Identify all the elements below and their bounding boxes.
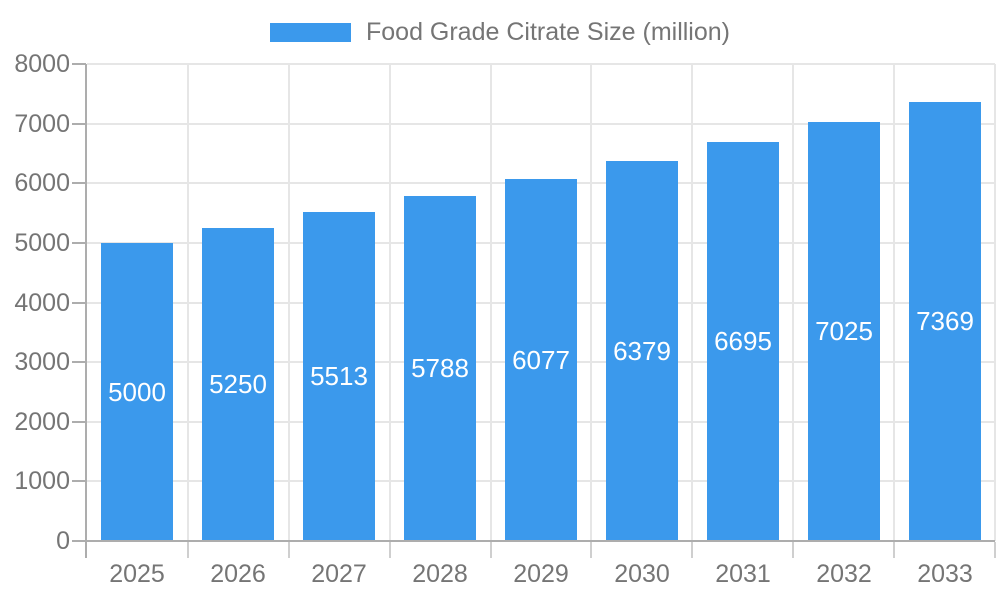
y-tick-mark <box>72 182 86 184</box>
bar: 5250 <box>202 228 274 541</box>
x-axis-label: 2025 <box>109 560 165 588</box>
x-axis-label: 2029 <box>513 560 569 588</box>
bar: 5788 <box>404 196 476 541</box>
x-tick-mark <box>994 542 996 558</box>
x-gridline <box>893 64 895 541</box>
y-gridline <box>87 63 995 65</box>
bar: 5513 <box>303 212 375 541</box>
y-tick-mark <box>72 480 86 482</box>
x-axis-label: 2028 <box>412 560 468 588</box>
y-tick-mark <box>72 123 86 125</box>
y-axis-label: 1000 <box>14 467 70 495</box>
y-axis-label: 7000 <box>14 110 70 138</box>
x-gridline <box>590 64 592 541</box>
x-tick-mark <box>691 542 693 558</box>
y-axis-label: 5000 <box>14 229 70 257</box>
bar: 5000 <box>101 243 173 541</box>
legend-label: Food Grade Citrate Size (million) <box>365 17 730 46</box>
bar-value-label: 6379 <box>613 335 671 366</box>
x-axis-line <box>85 540 995 542</box>
y-axis-label: 3000 <box>14 348 70 376</box>
bar-value-label: 5788 <box>411 353 469 383</box>
bar-value-label: 5513 <box>310 361 368 391</box>
x-gridline <box>792 64 794 541</box>
legend-swatch <box>269 22 351 42</box>
bar: 6379 <box>606 161 678 541</box>
y-axis-label: 8000 <box>14 50 70 78</box>
x-tick-mark <box>389 542 391 558</box>
y-tick-mark <box>72 540 86 542</box>
x-axis-label: 2032 <box>816 560 872 588</box>
x-gridline <box>389 64 391 541</box>
x-axis-label: 2027 <box>311 560 367 588</box>
bar-value-label: 6695 <box>714 326 772 356</box>
y-axis-label: 6000 <box>14 169 70 197</box>
y-axis-label: 4000 <box>14 289 70 317</box>
x-gridline <box>490 64 492 541</box>
y-axis-line <box>85 64 87 558</box>
x-tick-mark <box>792 542 794 558</box>
bar-value-label: 7025 <box>815 316 873 346</box>
y-tick-mark <box>72 242 86 244</box>
x-tick-mark <box>590 542 592 558</box>
x-axis-label: 2031 <box>715 560 771 588</box>
x-gridline <box>994 64 996 541</box>
x-gridline <box>288 64 290 541</box>
y-tick-mark <box>72 421 86 423</box>
x-gridline <box>691 64 693 541</box>
y-axis-label: 2000 <box>14 408 70 436</box>
x-axis-label: 2030 <box>614 560 670 588</box>
bar: 7369 <box>909 102 981 541</box>
x-axis-label: 2033 <box>917 560 973 588</box>
y-tick-mark <box>72 302 86 304</box>
y-gridline <box>87 123 995 125</box>
x-axis-label: 2026 <box>210 560 266 588</box>
bar: 7025 <box>808 122 880 541</box>
x-tick-mark <box>187 542 189 558</box>
bar-value-label: 5000 <box>108 376 166 407</box>
x-tick-mark <box>288 542 290 558</box>
bar-value-label: 7369 <box>916 306 974 336</box>
y-axis-label: 0 <box>56 527 70 555</box>
x-gridline <box>187 64 189 541</box>
bar-value-label: 6077 <box>512 344 570 375</box>
y-tick-mark <box>72 361 86 363</box>
bar-value-label: 5250 <box>209 369 267 399</box>
y-tick-mark <box>72 63 86 65</box>
chart-legend: Food Grade Citrate Size (million) <box>0 12 1000 52</box>
bar: 6695 <box>707 142 779 541</box>
x-tick-mark <box>490 542 492 558</box>
bar: 6077 <box>505 179 577 541</box>
x-tick-mark <box>893 542 895 558</box>
